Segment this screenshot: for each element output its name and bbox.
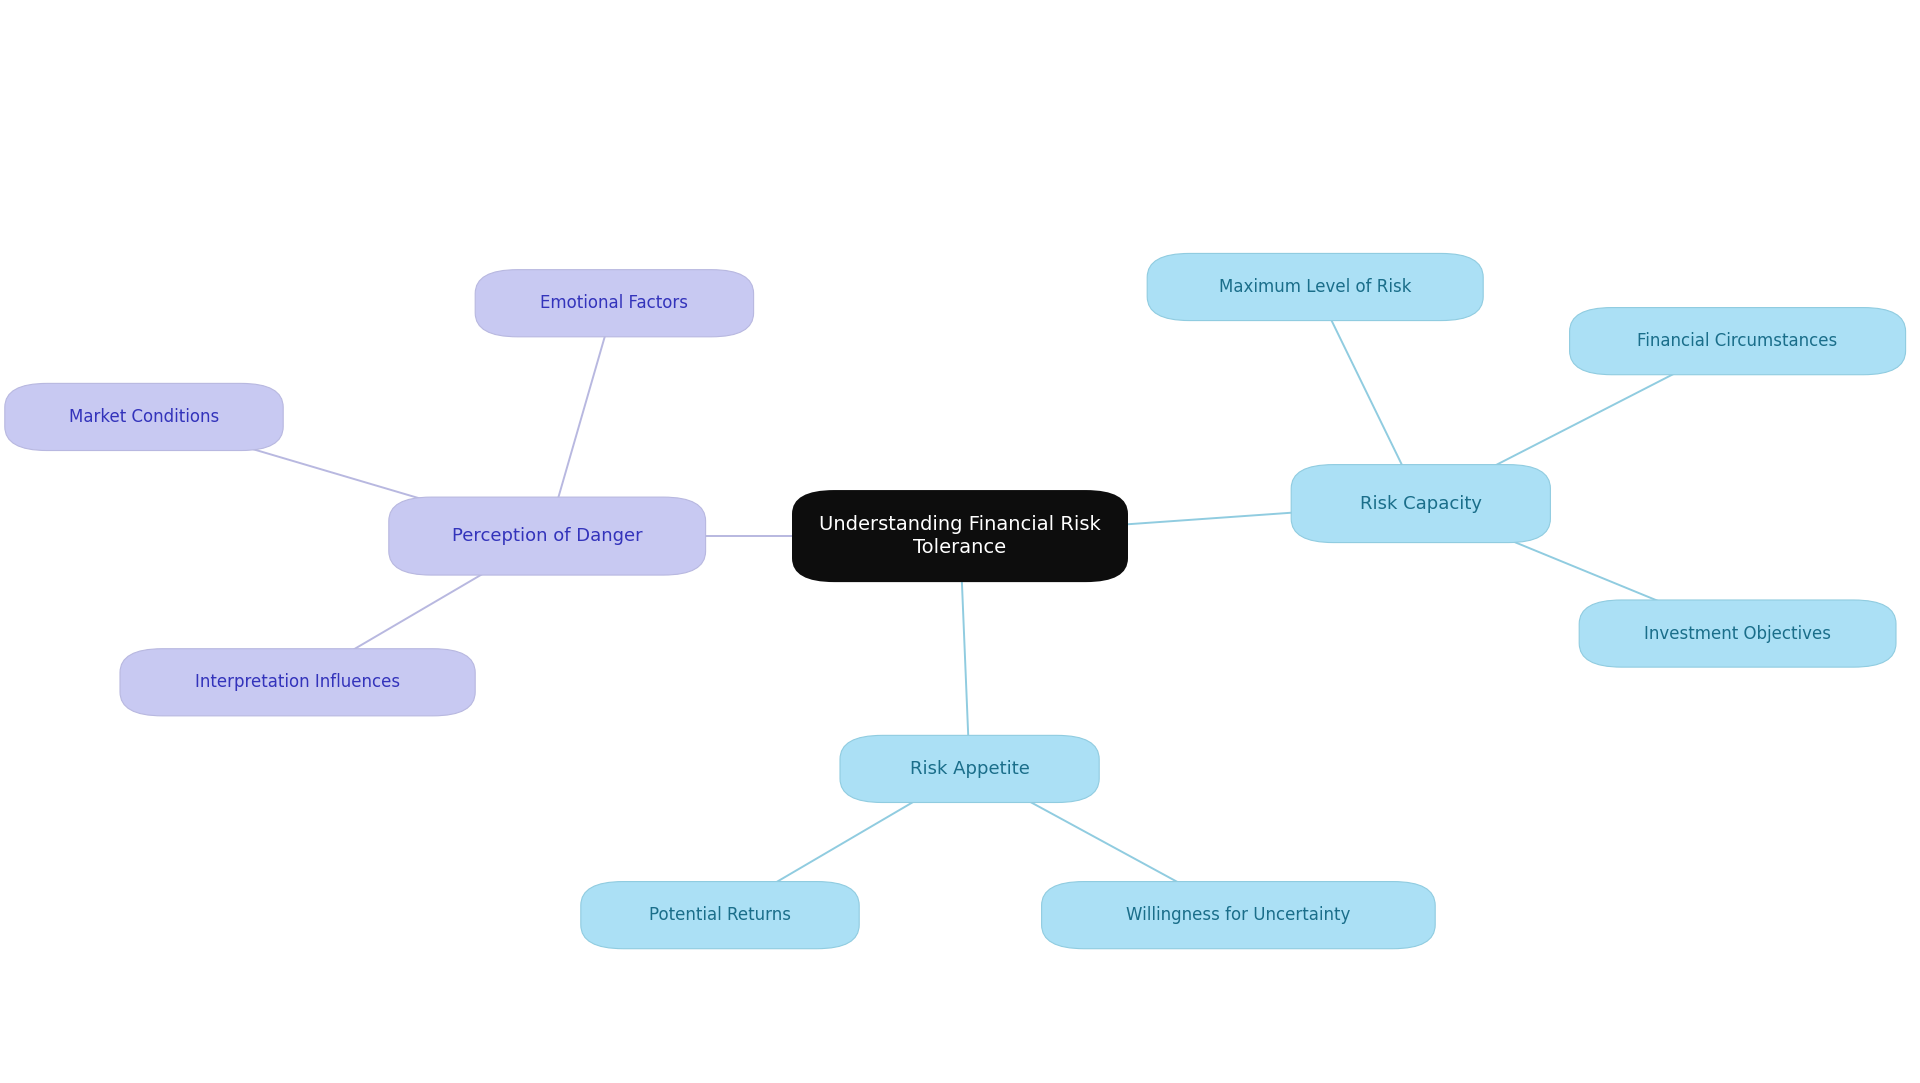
FancyBboxPatch shape xyxy=(388,497,705,575)
FancyBboxPatch shape xyxy=(1578,600,1895,667)
FancyBboxPatch shape xyxy=(1290,465,1551,543)
FancyBboxPatch shape xyxy=(791,490,1127,583)
Text: Emotional Factors: Emotional Factors xyxy=(540,295,689,312)
Text: Maximum Level of Risk: Maximum Level of Risk xyxy=(1219,278,1411,296)
Text: Understanding Financial Risk
Tolerance: Understanding Financial Risk Tolerance xyxy=(820,514,1100,558)
FancyBboxPatch shape xyxy=(476,270,753,337)
FancyBboxPatch shape xyxy=(119,649,476,716)
Text: Perception of Danger: Perception of Danger xyxy=(451,527,643,545)
FancyBboxPatch shape xyxy=(1041,882,1434,949)
Text: Investment Objectives: Investment Objectives xyxy=(1644,625,1832,642)
Text: Potential Returns: Potential Returns xyxy=(649,906,791,924)
FancyBboxPatch shape xyxy=(6,383,284,451)
Text: Financial Circumstances: Financial Circumstances xyxy=(1638,332,1837,350)
Text: Risk Capacity: Risk Capacity xyxy=(1359,495,1482,512)
Text: Market Conditions: Market Conditions xyxy=(69,408,219,426)
FancyBboxPatch shape xyxy=(580,882,860,949)
Text: Willingness for Uncertainty: Willingness for Uncertainty xyxy=(1127,906,1350,924)
Text: Risk Appetite: Risk Appetite xyxy=(910,760,1029,778)
FancyBboxPatch shape xyxy=(841,735,1098,803)
FancyBboxPatch shape xyxy=(1569,308,1905,375)
FancyBboxPatch shape xyxy=(1148,253,1482,321)
Text: Interpretation Influences: Interpretation Influences xyxy=(196,674,399,691)
